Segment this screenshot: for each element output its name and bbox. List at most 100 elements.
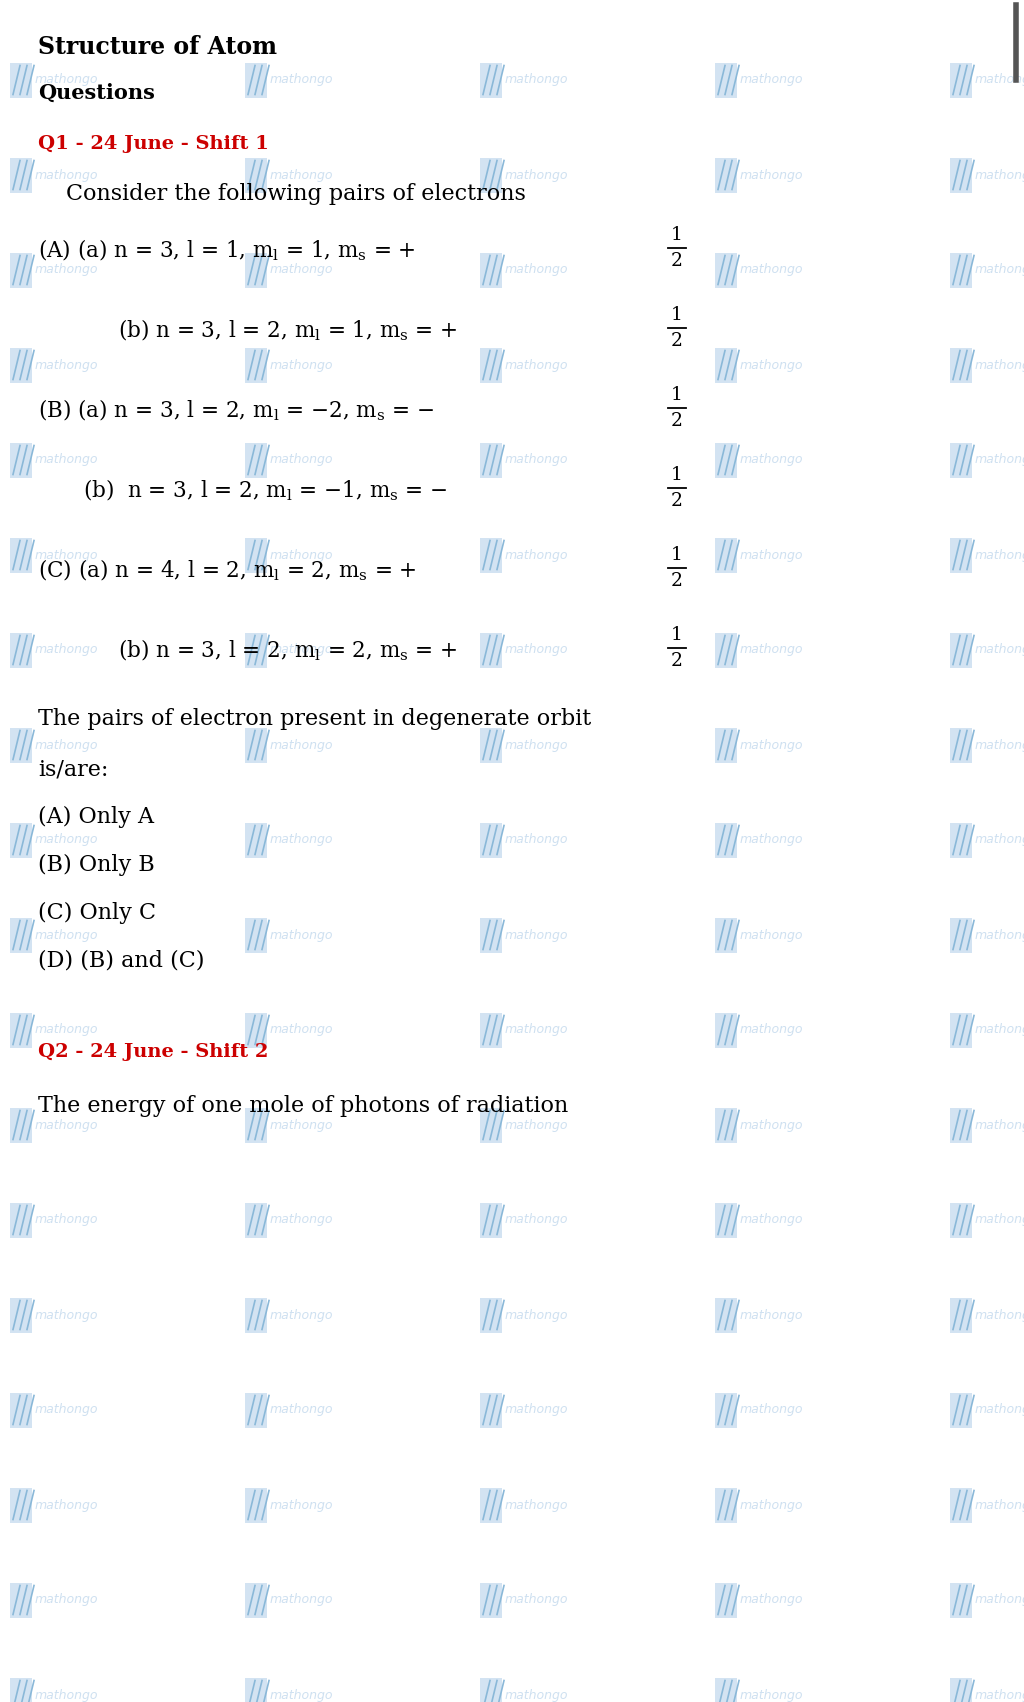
FancyBboxPatch shape [245,727,267,762]
FancyBboxPatch shape [245,822,267,858]
Text: mathongo: mathongo [505,834,568,846]
Text: 1: 1 [671,626,683,643]
FancyBboxPatch shape [245,538,267,572]
Text: mathongo: mathongo [740,453,804,466]
FancyBboxPatch shape [10,158,32,192]
FancyBboxPatch shape [715,1013,737,1047]
Text: (A) (a) n = 3, l = 1, m$_\mathregular{l}$ = 1, m$_\mathregular{s}$ = +: (A) (a) n = 3, l = 1, m$_\mathregular{l}… [38,238,416,264]
FancyBboxPatch shape [480,1013,502,1047]
Text: mathongo: mathongo [35,1498,98,1511]
Text: 2: 2 [671,652,683,671]
FancyBboxPatch shape [950,1392,972,1428]
FancyBboxPatch shape [950,1488,972,1523]
Text: mathongo: mathongo [740,1688,804,1702]
FancyBboxPatch shape [480,158,502,192]
Text: mathongo: mathongo [505,1404,568,1416]
Text: (D) (B) and (C): (D) (B) and (C) [38,950,205,972]
Text: mathongo: mathongo [975,834,1024,846]
Text: mathongo: mathongo [975,264,1024,276]
FancyBboxPatch shape [715,917,737,953]
FancyBboxPatch shape [715,1392,737,1428]
Text: mathongo: mathongo [975,739,1024,752]
Text: mathongo: mathongo [975,1118,1024,1132]
Text: mathongo: mathongo [505,1118,568,1132]
FancyBboxPatch shape [715,633,737,667]
FancyBboxPatch shape [480,633,502,667]
Text: mathongo: mathongo [975,1498,1024,1511]
Text: mathongo: mathongo [35,453,98,466]
FancyBboxPatch shape [480,1678,502,1702]
Text: mathongo: mathongo [35,1023,98,1037]
Text: mathongo: mathongo [740,1023,804,1037]
FancyBboxPatch shape [715,1583,737,1617]
Text: mathongo: mathongo [505,264,568,276]
Text: mathongo: mathongo [35,929,98,941]
FancyBboxPatch shape [10,727,32,762]
FancyBboxPatch shape [10,347,32,383]
Text: 2: 2 [671,412,683,431]
Text: mathongo: mathongo [35,643,98,657]
Text: 1: 1 [671,226,683,243]
FancyBboxPatch shape [950,1013,972,1047]
FancyBboxPatch shape [480,347,502,383]
Text: mathongo: mathongo [740,1404,804,1416]
Text: mathongo: mathongo [975,1023,1024,1037]
FancyBboxPatch shape [245,633,267,667]
Text: (b) n = 3, l = 2, m$_\mathregular{l}$ = 2, m$_\mathregular{s}$ = +: (b) n = 3, l = 2, m$_\mathregular{l}$ = … [118,638,458,664]
FancyBboxPatch shape [950,1108,972,1142]
FancyBboxPatch shape [245,1108,267,1142]
Text: Consider the following pairs of electrons: Consider the following pairs of electron… [66,184,526,204]
Text: mathongo: mathongo [270,739,334,752]
Text: mathongo: mathongo [740,168,804,182]
Text: (C) Only C: (C) Only C [38,902,156,924]
FancyBboxPatch shape [10,633,32,667]
Text: mathongo: mathongo [270,834,334,846]
Text: mathongo: mathongo [35,1214,98,1227]
FancyBboxPatch shape [715,63,737,97]
FancyBboxPatch shape [950,1583,972,1617]
Text: mathongo: mathongo [505,1688,568,1702]
Text: 1: 1 [671,546,683,563]
Text: mathongo: mathongo [35,1118,98,1132]
Text: mathongo: mathongo [35,739,98,752]
FancyBboxPatch shape [480,1392,502,1428]
FancyBboxPatch shape [715,1678,737,1702]
FancyBboxPatch shape [10,1013,32,1047]
FancyBboxPatch shape [245,917,267,953]
Text: mathongo: mathongo [505,548,568,562]
Text: mathongo: mathongo [505,1214,568,1227]
FancyBboxPatch shape [715,822,737,858]
Text: mathongo: mathongo [975,1214,1024,1227]
Text: mathongo: mathongo [35,359,98,371]
FancyBboxPatch shape [950,633,972,667]
Text: mathongo: mathongo [35,1309,98,1321]
FancyBboxPatch shape [245,347,267,383]
FancyBboxPatch shape [480,538,502,572]
FancyBboxPatch shape [480,1203,502,1237]
Text: mathongo: mathongo [270,643,334,657]
Text: mathongo: mathongo [505,359,568,371]
Text: mathongo: mathongo [270,929,334,941]
FancyBboxPatch shape [245,1678,267,1702]
FancyBboxPatch shape [480,1297,502,1333]
FancyBboxPatch shape [715,1488,737,1523]
Text: mathongo: mathongo [505,168,568,182]
FancyBboxPatch shape [10,252,32,288]
Text: mathongo: mathongo [270,1023,334,1037]
Text: Q1 - 24 June - Shift 1: Q1 - 24 June - Shift 1 [38,134,269,153]
Text: mathongo: mathongo [270,1118,334,1132]
Text: mathongo: mathongo [505,73,568,87]
Text: mathongo: mathongo [975,1688,1024,1702]
Text: mathongo: mathongo [740,359,804,371]
Text: mathongo: mathongo [740,643,804,657]
Text: 1: 1 [671,466,683,483]
FancyBboxPatch shape [950,252,972,288]
FancyBboxPatch shape [245,1203,267,1237]
FancyBboxPatch shape [715,538,737,572]
Text: mathongo: mathongo [35,1688,98,1702]
Text: mathongo: mathongo [740,1498,804,1511]
FancyBboxPatch shape [245,63,267,97]
FancyBboxPatch shape [10,1297,32,1333]
Text: Questions: Questions [38,83,155,104]
Text: mathongo: mathongo [505,1498,568,1511]
